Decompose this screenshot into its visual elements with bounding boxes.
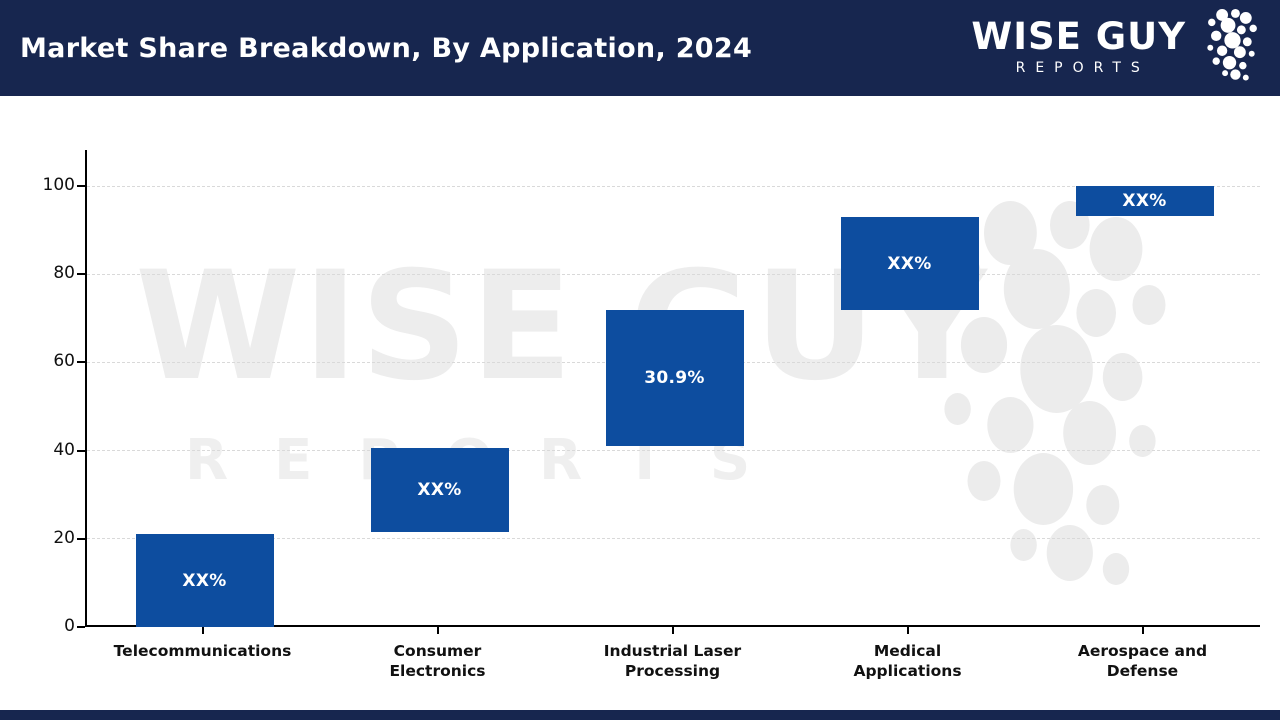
bar-value-label: XX%: [182, 570, 227, 591]
y-tick-mark: [77, 537, 85, 540]
y-tick-mark: [77, 449, 85, 452]
footer-bar: [0, 710, 1280, 720]
bar-telecommunications: XX%: [135, 534, 274, 627]
bar-industrial-laser-processing: 30.9%: [605, 309, 744, 447]
bar-consumer-electronics: XX%: [370, 448, 509, 533]
header-bar: Market Share Breakdown, By Application, …: [0, 0, 1280, 96]
gridline: [87, 185, 1260, 187]
bar-value-label: 30.9%: [644, 368, 705, 389]
x-tick-label: Medical Applications: [793, 641, 1023, 682]
brand-name: WISE GUY: [971, 15, 1186, 59]
brand-head-icon: [1207, 8, 1257, 81]
x-tick-mark: [436, 627, 439, 634]
y-tick-label: 0: [64, 616, 75, 636]
y-tick-mark: [77, 273, 85, 276]
chart-title: Market Share Breakdown, By Application, …: [20, 32, 753, 64]
y-tick-label: 40: [53, 439, 75, 460]
x-tick-label: Telecommunications: [88, 641, 318, 661]
x-tick-label-line: Medical: [873, 642, 942, 660]
x-tick-label: Aerospace and Defense: [1028, 641, 1258, 682]
plot-area: XX% XX% 30.9% XX% XX%: [85, 150, 1260, 627]
x-tick-label-line: Telecommunications: [113, 642, 292, 660]
bar-medical-applications: XX%: [840, 217, 979, 310]
bar-value-label: XX%: [887, 253, 932, 274]
x-tick-mark: [201, 627, 204, 634]
x-tick-label-line: Consumer: [393, 642, 482, 660]
x-tick-label-line: Applications: [853, 662, 962, 681]
x-tick-mark: [1141, 627, 1144, 634]
bar-aerospace-and-defense: XX%: [1075, 186, 1214, 217]
brand-subtitle: REPORTS: [1015, 59, 1150, 76]
x-tick-mark: [906, 627, 909, 634]
y-tick-mark: [77, 361, 85, 364]
gridline: [87, 538, 1260, 540]
y-tick-mark: [77, 185, 85, 187]
gridline: [87, 450, 1260, 452]
y-tick-label: 100: [42, 175, 75, 195]
gridline: [87, 273, 1260, 275]
brand-logo: WISE GUY REPORTS: [971, 6, 1268, 88]
x-tick-label-line: Processing: [624, 662, 721, 681]
bar-value-label: XX%: [417, 480, 462, 501]
x-tick-label: Industrial Laser Processing: [558, 641, 788, 682]
y-tick-label: 60: [53, 351, 75, 372]
bar-value-label: XX%: [1122, 191, 1167, 212]
y-tick-label: 20: [53, 527, 75, 548]
x-tick-label-line: Electronics: [389, 662, 486, 681]
x-tick-mark: [671, 627, 674, 634]
x-tick-label-line: Defense: [1106, 662, 1179, 681]
x-tick-label-line: Aerospace and: [1077, 642, 1208, 660]
x-tick-label: Consumer Electronics: [323, 641, 553, 682]
y-tick-mark: [77, 626, 85, 628]
x-tick-label-line: Industrial Laser: [603, 642, 742, 660]
y-tick-label: 80: [53, 263, 75, 284]
brand-text: WISE GUY REPORTS: [971, 15, 1186, 76]
